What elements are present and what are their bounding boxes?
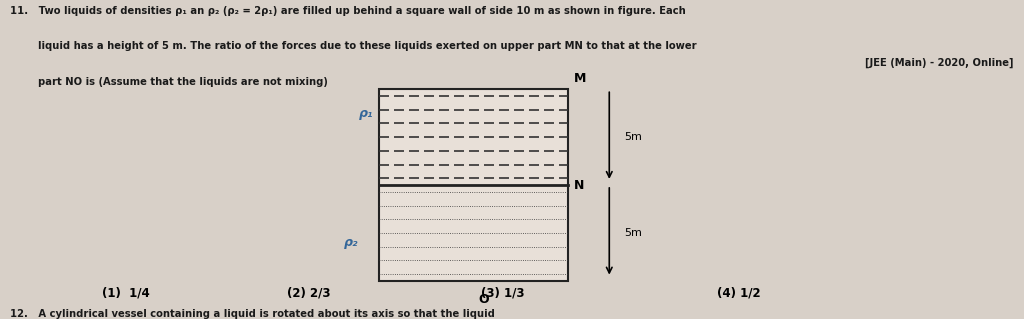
Text: 5m: 5m [625, 132, 642, 142]
Text: 12.   A cylindrical vessel containing a liquid is rotated about its axis so that: 12. A cylindrical vessel containing a li… [10, 309, 496, 319]
Text: 5m: 5m [625, 228, 642, 238]
Text: [JEE (Main) - 2020, Online]: [JEE (Main) - 2020, Online] [865, 57, 1014, 68]
Text: ρ₁: ρ₁ [359, 107, 374, 120]
Text: liquid has a height of 5 m. The ratio of the forces due to these liquids exerted: liquid has a height of 5 m. The ratio of… [10, 41, 697, 51]
Text: ρ₂: ρ₂ [344, 236, 358, 249]
Text: N: N [573, 179, 584, 191]
Text: (1)  1/4: (1) 1/4 [102, 287, 151, 300]
Text: part NO is (Assume that the liquids are not mixing): part NO is (Assume that the liquids are … [10, 77, 328, 86]
Text: O: O [478, 293, 489, 307]
Text: (2) 2/3: (2) 2/3 [287, 287, 330, 300]
Text: (4) 1/2: (4) 1/2 [717, 287, 761, 300]
Bar [379, 89, 568, 281]
Text: (3) 1/3: (3) 1/3 [481, 287, 524, 300]
Text: M: M [573, 71, 586, 85]
Text: 11.   Two liquids of densities ρ₁ an ρ₂ (ρ₂ = 2ρ₁) are filled up behind a square: 11. Two liquids of densities ρ₁ an ρ₂ (ρ… [10, 6, 686, 16]
